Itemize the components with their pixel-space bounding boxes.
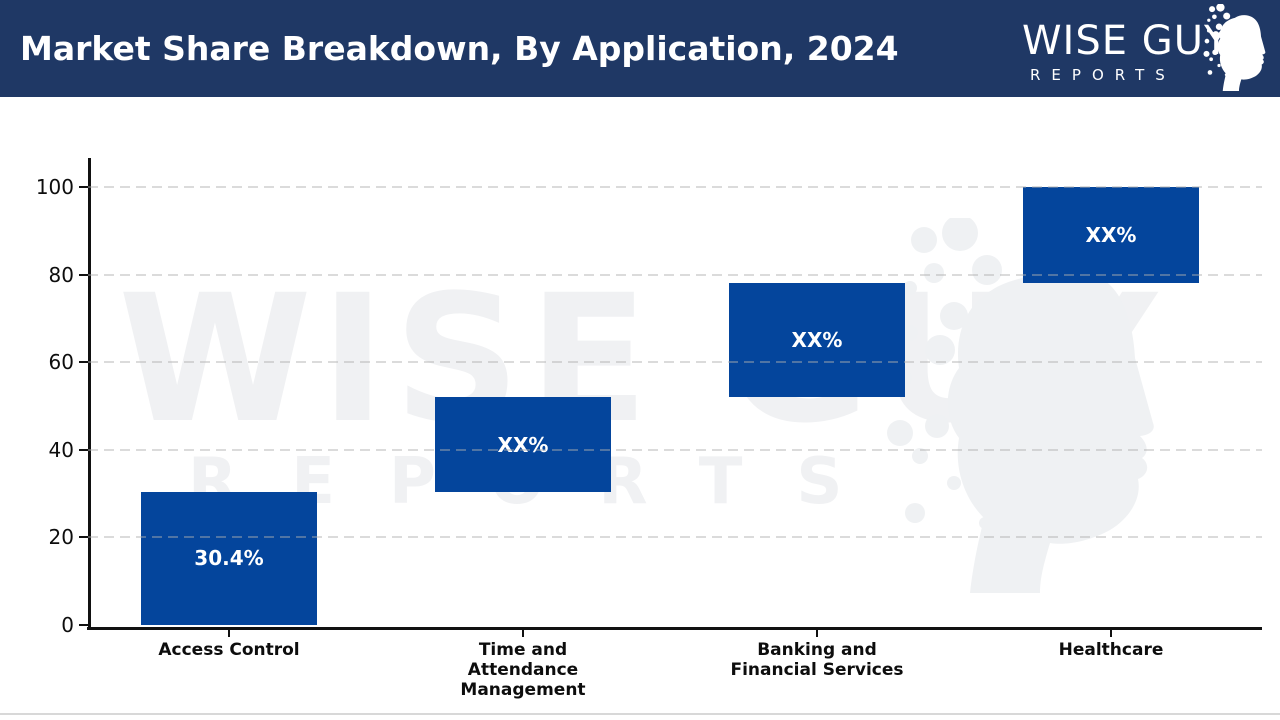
bottom-divider	[0, 713, 1280, 715]
x-category-label-line: Access Control	[158, 640, 300, 660]
page-title: Market Share Breakdown, By Application, …	[20, 29, 899, 68]
x-tick-mark	[522, 630, 524, 637]
x-tick-mark	[1110, 630, 1112, 637]
x-category-label-line: Time and	[478, 640, 568, 660]
bar-value-label: XX%	[791, 328, 843, 353]
y-tick-label: 20	[48, 525, 74, 550]
x-axis-line	[87, 627, 1262, 630]
y-gridline	[88, 273, 1262, 276]
y-tick-label: 40	[48, 437, 74, 462]
bar-segment: XX%	[729, 283, 905, 398]
bar-value-label: XX%	[497, 432, 549, 457]
y-gridline	[88, 448, 1262, 451]
x-tick-mark	[816, 630, 818, 637]
bar-value-label: 30.4%	[194, 546, 264, 571]
y-tick-label: 60	[48, 350, 74, 375]
x-category-label: Time and Attendance Management	[373, 640, 673, 700]
logo-wordmark: WISE GUY	[1022, 18, 1229, 64]
y-tick-mark	[79, 273, 88, 276]
x-category-label: Banking and Financial Services	[667, 640, 967, 680]
x-tick-mark	[228, 630, 230, 637]
x-category-label-line: Financial Services	[730, 660, 904, 680]
y-axis-line	[88, 158, 91, 630]
x-category-label-line: Management	[460, 680, 586, 700]
header-bar: Market Share Breakdown, By Application, …	[0, 0, 1280, 97]
x-category-label-line: Healthcare	[1058, 640, 1164, 660]
bar-segment: XX%	[1023, 187, 1199, 284]
x-category-label-line: Banking and	[757, 640, 877, 660]
y-tick-label: 100	[35, 175, 74, 199]
y-tick-mark	[79, 361, 88, 364]
logo-reports-text: REPORTS	[1030, 66, 1176, 84]
bar-value-label: XX%	[1085, 223, 1137, 248]
y-gridline	[88, 186, 1262, 188]
x-category-label: Access Control	[79, 640, 379, 660]
y-tick-mark	[79, 186, 88, 188]
y-tick-mark	[79, 624, 88, 626]
bar-segment: XX%	[435, 397, 611, 492]
y-gridline	[88, 536, 1262, 539]
y-tick-mark	[79, 448, 88, 451]
wiseguy-logo: WISE GUY REPORTS	[1022, 4, 1266, 91]
x-category-label-line: Attendance	[467, 660, 579, 680]
y-tick-label: 0	[61, 613, 74, 637]
bar-segment: 30.4%	[141, 491, 317, 625]
y-gridline	[88, 361, 1262, 364]
y-tick-label: 80	[48, 262, 74, 287]
y-tick-mark	[79, 536, 88, 539]
x-category-label: Healthcare	[961, 640, 1261, 660]
